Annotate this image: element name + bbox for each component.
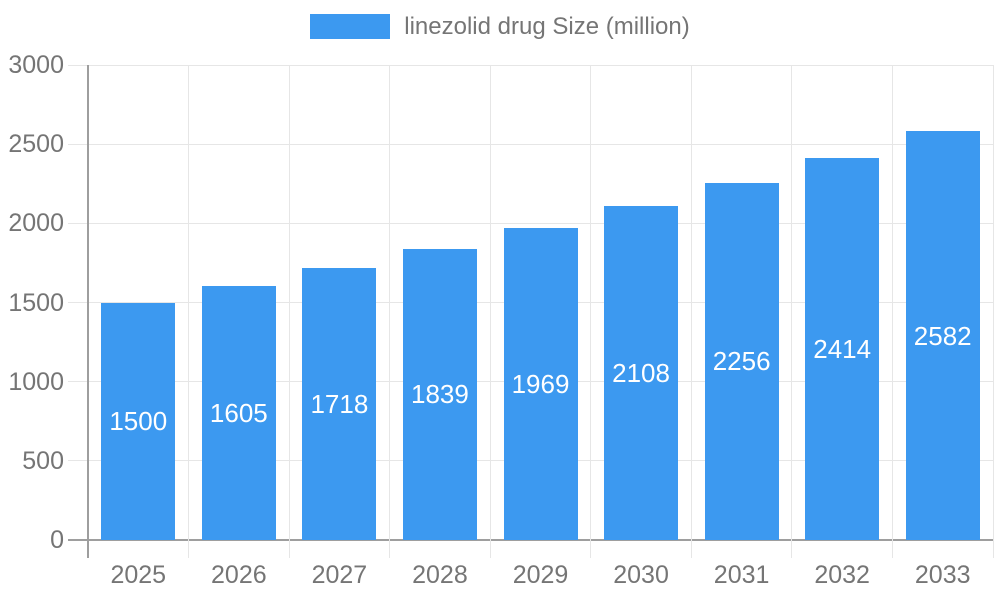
bar-value-label: 2108	[612, 358, 670, 389]
y-tick-label: 0	[50, 526, 64, 554]
bar	[302, 267, 377, 540]
bar	[704, 182, 779, 540]
bar	[905, 131, 980, 540]
bar-value-label: 2582	[913, 320, 972, 351]
legend-swatch	[310, 14, 391, 39]
bar-value-label: 1969	[511, 369, 570, 400]
x-tick-label: 2026	[211, 561, 267, 589]
x-tick-label: 2028	[412, 561, 468, 589]
x-axis-line	[68, 539, 993, 541]
x-tick-label: 2029	[512, 561, 569, 589]
legend-item[interactable]: linezolid drug Size (million)	[310, 13, 690, 40]
x-gridline	[992, 65, 994, 558]
x-gridline	[188, 65, 190, 558]
x-gridline	[288, 65, 290, 558]
bar	[402, 248, 477, 540]
x-tick-label: 2031	[713, 561, 770, 589]
bar-value-label: 2256	[712, 346, 771, 377]
x-gridline	[791, 65, 793, 558]
x-tick-label: 2032	[814, 561, 870, 589]
bar	[805, 157, 880, 540]
x-gridline	[891, 65, 893, 558]
y-axis-line	[87, 65, 89, 558]
y-gridline	[68, 143, 993, 145]
y-tick-label: 3000	[8, 51, 64, 79]
bar	[503, 228, 578, 540]
x-tick-label: 2027	[311, 561, 368, 589]
y-tick-label: 1000	[8, 367, 64, 396]
bar-value-label: 1839	[411, 379, 469, 410]
y-tick-label: 500	[22, 446, 64, 475]
y-tick-label: 2000	[8, 209, 64, 238]
x-tick-label: 2025	[110, 561, 167, 589]
bar-value-label: 2414	[813, 333, 872, 364]
x-tick-label: 2030	[613, 561, 669, 589]
y-tick-label: 1500	[8, 288, 64, 317]
bar	[101, 302, 176, 540]
legend-label: linezolid drug Size (million)	[404, 13, 690, 40]
legend: linezolid drug Size (million)	[0, 14, 1000, 39]
bar-value-label: 1718	[310, 388, 369, 419]
x-tick-label: 2033	[914, 561, 971, 589]
y-gridline	[68, 222, 993, 224]
y-gridline	[68, 64, 993, 66]
y-tick-label: 2500	[8, 130, 64, 159]
x-gridline	[489, 65, 491, 558]
bar-value-label: 1500	[109, 406, 168, 437]
x-gridline	[590, 65, 592, 558]
x-gridline	[389, 65, 391, 558]
bar-value-label: 1605	[209, 397, 268, 428]
bar	[201, 285, 276, 540]
x-gridline	[690, 65, 692, 558]
bar	[604, 206, 679, 540]
